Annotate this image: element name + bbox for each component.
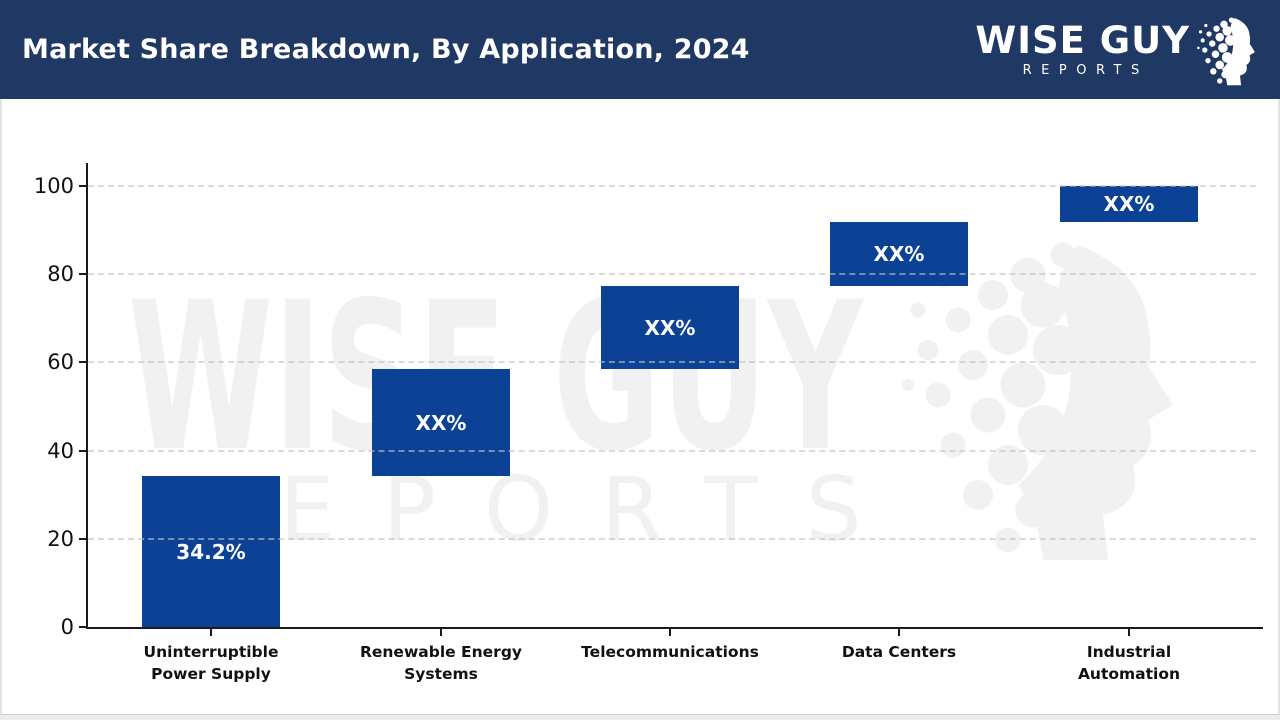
x-category-label: Uninterruptible Power Supply [143,643,279,683]
page-border-right [1278,99,1280,715]
logo-wordmark: WISE GUY [975,18,1190,62]
header-bar: Market Share Breakdown, By Application, … [0,0,1280,99]
y-tick-mark [79,449,87,452]
bar-value-label: XX% [415,410,467,435]
gridline-y-20 [88,537,1256,540]
bar-value-label: XX% [1103,192,1155,217]
bar-value-label: XX% [873,242,925,267]
x-tick-mark [1128,629,1130,636]
x-tick-mark [898,629,900,636]
logo-subtitle: REPORTS [1022,62,1149,78]
bar-value-label: 34.2% [176,539,246,564]
x-axis-line [86,627,1263,629]
page-border-left [0,99,2,715]
gridline-y-80 [88,273,1256,276]
y-tick-mark [79,537,87,540]
y-tick-label: 0 [60,615,74,639]
brand-logo: WISE GUY REPORTS [975,14,1256,86]
page-title: Market Share Breakdown, By Application, … [22,34,750,65]
gridline-y-100 [88,185,1256,187]
y-tick-mark [79,273,87,276]
bar-3 [601,286,739,369]
y-tick-label: 20 [47,526,74,551]
x-tick-mark [210,629,212,636]
x-category-label: Renewable Energy Systems [359,643,523,683]
y-tick-label: 60 [47,350,74,375]
watermark-subtitle: REPORTS [170,458,909,561]
gridline-y-60 [88,361,1256,364]
y-tick-label: 80 [47,262,74,287]
bar-5 [1060,186,1198,223]
y-tick-label: 100 [33,174,74,198]
x-category-label: Data Centers [841,643,957,661]
bar-value-label: XX% [644,315,696,340]
page-border-bottom [0,714,1280,720]
y-tick-mark [79,185,87,187]
y-tick-label: 40 [47,438,74,463]
x-tick-mark [440,629,442,636]
gridline-y-40 [88,449,1256,452]
bar-2 [372,369,510,477]
logo-face-icon [1197,16,1255,85]
bar-4 [830,222,968,287]
y-axis-line [86,163,88,629]
y-tick-mark [79,361,87,364]
y-tick-mark [79,626,87,628]
bar-1 [142,476,280,627]
x-tick-mark [669,629,671,636]
x-category-label: Industrial Automation [1077,643,1181,683]
x-category-label: Telecommunications [581,643,759,661]
